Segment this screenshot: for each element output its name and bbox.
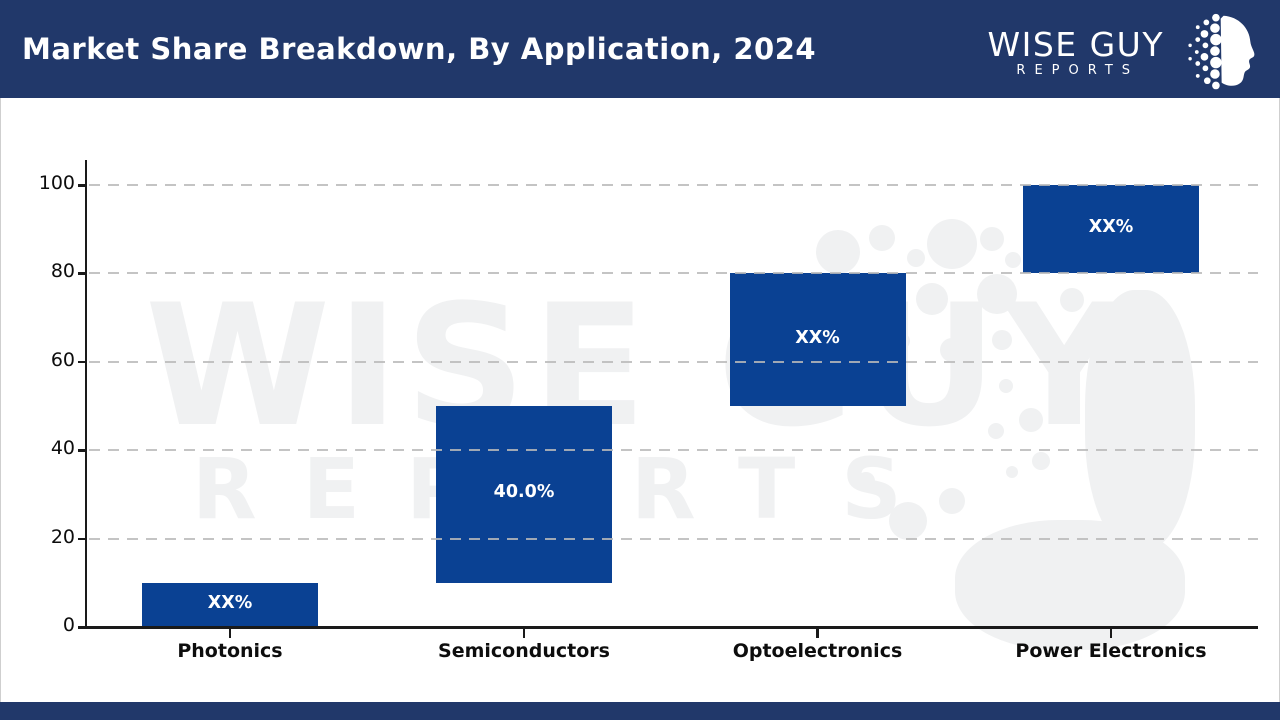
watermark-dot [857,472,875,490]
watermark-dot [916,283,948,315]
watermark-dot [1032,452,1050,470]
y-tick-label-100: 100 [38,172,75,194]
watermark-dot [869,225,895,251]
y-tick-0 [78,626,87,629]
y-tick-label-20: 20 [50,525,75,548]
watermark-dot [999,379,1013,393]
gridline-40 [89,449,1258,452]
bar-semiconductors [436,406,612,583]
x-tick-label-semiconductors: Semiconductors [438,640,610,662]
watermark-dot [940,338,964,362]
bar-label-optoelectronics: XX% [795,327,840,348]
x-tick-label-photonics: Photonics [177,640,283,662]
x-tick-optoelectronics [816,628,819,638]
x-tick-power-electronics [1109,628,1113,638]
y-tick-label-40: 40 [50,437,75,460]
watermark-dot [953,382,971,400]
page-title: Market Share Breakdown, By Application, … [22,32,817,66]
x-tick-photonics [228,628,232,638]
gridline-60 [89,360,1258,363]
watermark-dot [1006,466,1018,478]
watermark-dot [927,219,977,269]
y-tick-40 [78,449,87,452]
y-tick-20 [78,537,87,541]
watermark-dot [939,488,965,514]
x-axis-line [84,626,1258,629]
watermark-dot [889,502,927,540]
y-tick-label-0: 0 [62,614,75,636]
watermark-blob [1085,290,1195,550]
watermark-dot [980,227,1004,251]
watermark-dot [1005,252,1021,268]
left-border [0,98,1,720]
gridline-100 [89,184,1258,186]
watermark-dot [1019,408,1043,432]
brand-logo-text: WISE GUY REPORTS [987,27,1164,79]
y-tick-label-80: 80 [50,260,75,283]
y-tick-label-60: 60 [50,348,75,371]
brand-subname: REPORTS [1016,63,1140,78]
y-tick-60 [78,360,87,364]
watermark-dot [1018,307,1046,335]
wise-guy-head-icon [1188,13,1255,90]
bar-optoelectronics [729,273,906,406]
watermark-dot [1060,288,1084,312]
bar-photonics [142,582,318,627]
brand-name: WISE GUY [987,25,1164,64]
watermark-dot [988,423,1004,439]
y-tick-100 [78,184,87,187]
watermark-dot [907,249,925,267]
x-tick-semiconductors [522,628,526,638]
watermark-dot [977,274,1017,314]
watermark-dot [1053,370,1073,390]
gridline-80 [89,272,1258,275]
watermark-dot [958,302,974,318]
footer-band [0,702,1280,720]
bar-label-photonics: XX% [207,592,253,613]
header-band: Market Share Breakdown, By Application, … [0,0,1280,98]
bar-power-electronics [1023,185,1199,274]
y-tick-80 [78,272,87,275]
watermark-dot [992,330,1012,350]
x-tick-label-power-electronics: Power Electronics [1015,640,1207,662]
brand-logo: WISE GUY REPORTS [987,10,1262,96]
bar-label-power-electronics: XX% [1088,217,1134,238]
bar-label-semiconductors: 40.0% [493,482,555,503]
watermark-dot [816,230,860,274]
gridline-20 [89,537,1258,540]
x-tick-label-optoelectronics: Optoelectronics [732,640,903,662]
y-axis-line [84,160,87,629]
